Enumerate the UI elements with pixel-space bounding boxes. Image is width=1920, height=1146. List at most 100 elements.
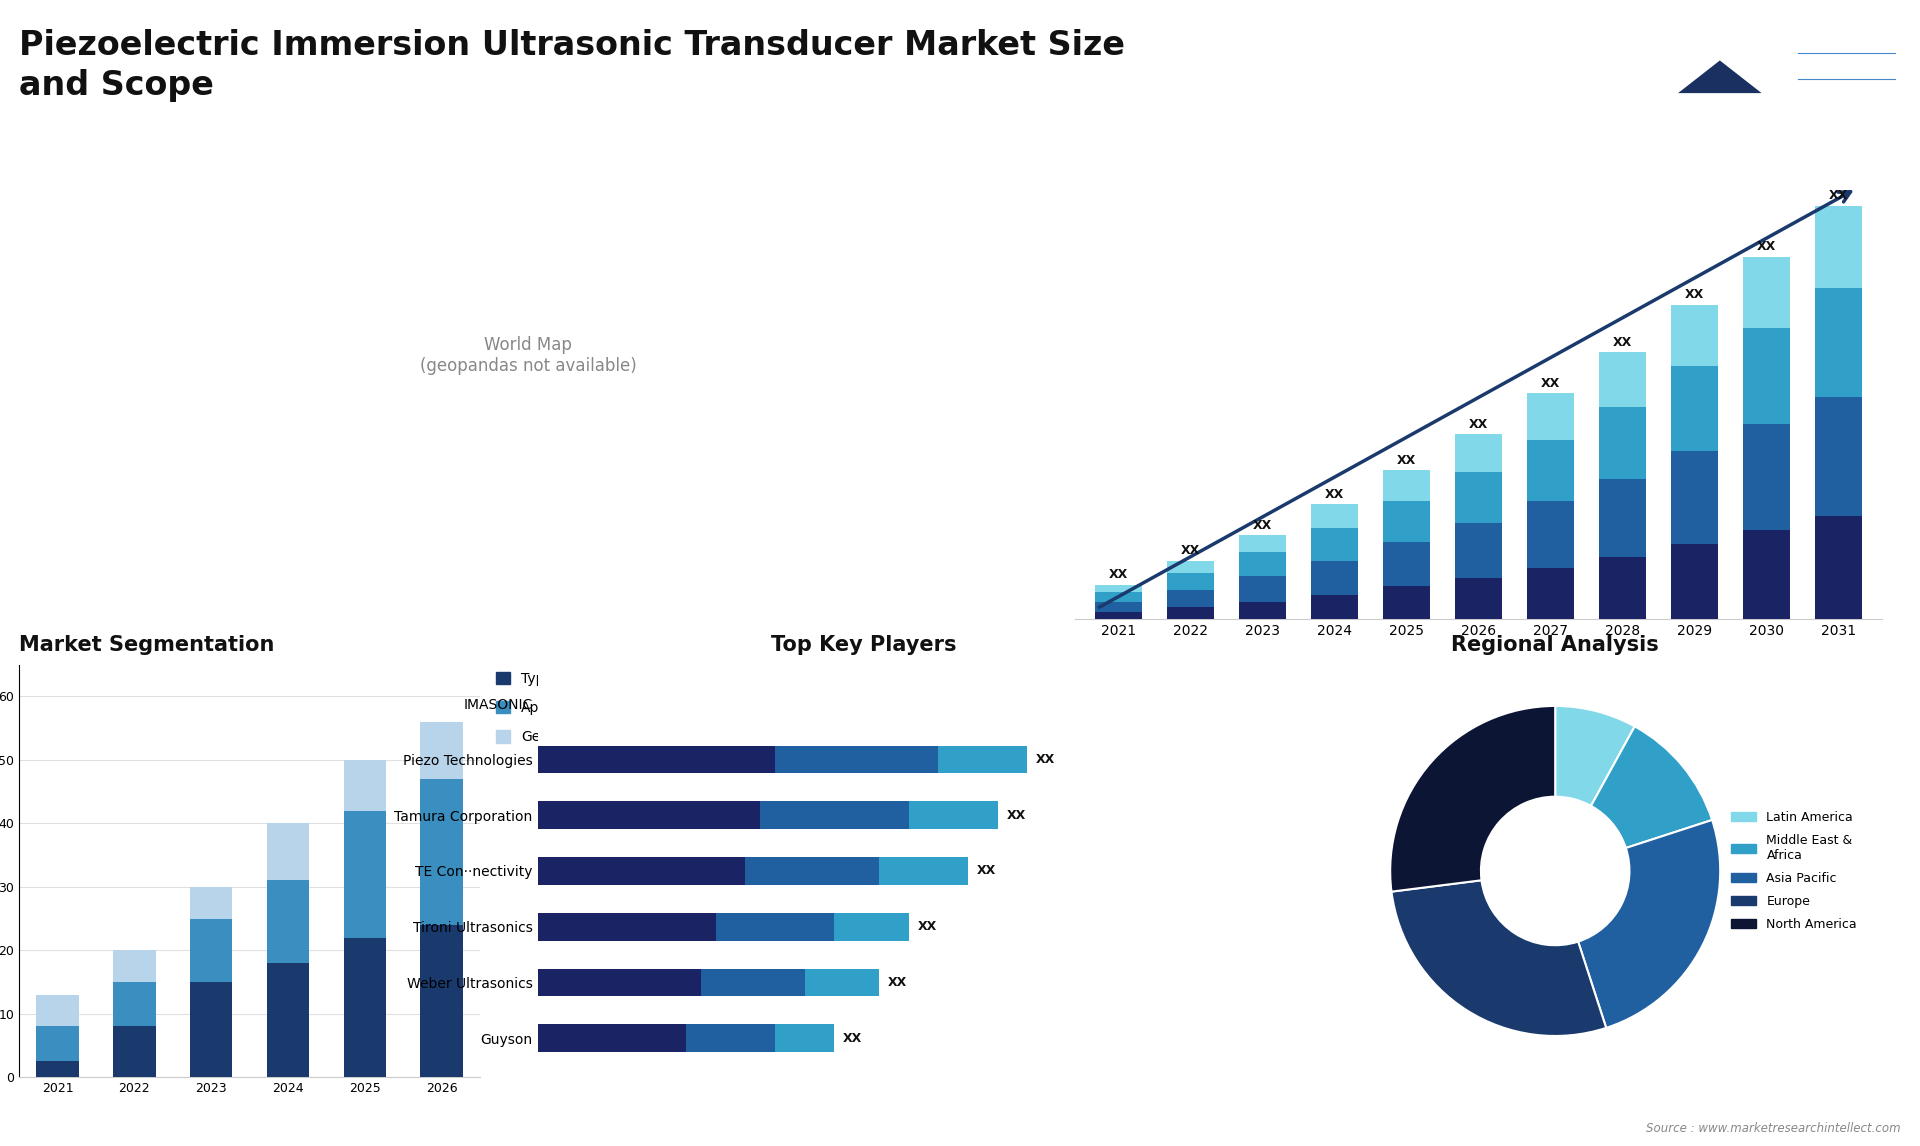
Text: Piezoelectric Immersion Ultrasonic Transducer Market Size
and Scope: Piezoelectric Immersion Ultrasonic Trans… — [19, 29, 1125, 102]
Bar — [1382, 542, 1430, 587]
Bar — [1238, 535, 1286, 552]
Text: XX: XX — [977, 864, 996, 878]
Bar — [760, 801, 908, 830]
Bar — [1382, 470, 1430, 501]
Bar — [1599, 353, 1645, 407]
Bar — [190, 919, 232, 982]
Bar — [1167, 590, 1213, 607]
Text: XX: XX — [1469, 418, 1488, 431]
Bar — [804, 968, 879, 996]
Text: XX: XX — [1108, 568, 1129, 581]
Bar — [113, 950, 156, 982]
Text: XX: XX — [1613, 336, 1632, 350]
Legend: Type, Application, Geography: Type, Application, Geography — [495, 672, 599, 744]
Bar — [1670, 452, 1718, 543]
Wedge shape — [1578, 821, 1720, 1028]
Bar — [1382, 587, 1430, 619]
Bar — [36, 995, 79, 1027]
Bar — [1455, 472, 1501, 524]
Bar — [1382, 501, 1430, 542]
Text: XX: XX — [1828, 189, 1849, 202]
Bar — [113, 982, 156, 1027]
Bar — [1526, 393, 1574, 440]
Bar — [36, 1027, 79, 1061]
Bar — [1311, 504, 1357, 528]
Text: World Map
(geopandas not available): World Map (geopandas not available) — [420, 336, 636, 375]
Bar — [267, 880, 309, 963]
Bar — [879, 857, 968, 885]
Bar — [908, 801, 998, 830]
Bar — [113, 1027, 156, 1077]
Bar — [1238, 602, 1286, 619]
Text: XX: XX — [1325, 488, 1344, 501]
Bar — [716, 912, 835, 941]
Text: XX: XX — [887, 976, 906, 989]
Bar — [1311, 595, 1357, 619]
Bar — [1743, 257, 1789, 329]
Bar — [538, 1025, 685, 1052]
Bar — [538, 912, 716, 941]
Bar — [1743, 329, 1789, 424]
Text: XX: XX — [1396, 454, 1417, 466]
Bar — [701, 968, 804, 996]
Bar — [538, 968, 701, 996]
Bar — [1814, 205, 1862, 288]
Bar — [1094, 591, 1142, 602]
Text: XX: XX — [1037, 753, 1056, 766]
Bar — [776, 746, 939, 774]
Text: XX: XX — [1252, 519, 1273, 532]
Bar — [1526, 501, 1574, 567]
Bar — [344, 937, 386, 1077]
Bar — [1743, 424, 1789, 531]
Bar — [1094, 602, 1142, 612]
Text: INTELLECT: INTELLECT — [1803, 88, 1862, 99]
Bar — [1167, 560, 1213, 573]
Bar — [538, 801, 760, 830]
Bar — [1094, 584, 1142, 591]
Text: Market Segmentation: Market Segmentation — [19, 635, 275, 654]
Bar — [344, 760, 386, 810]
Wedge shape — [1592, 727, 1713, 848]
Bar — [1455, 524, 1501, 578]
Bar — [420, 925, 463, 1077]
Bar — [1311, 560, 1357, 595]
Bar — [538, 857, 745, 885]
Bar — [1455, 434, 1501, 472]
Bar — [939, 746, 1027, 774]
Bar — [1238, 552, 1286, 576]
Bar — [1814, 517, 1862, 619]
Polygon shape — [1649, 28, 1789, 104]
Wedge shape — [1555, 706, 1634, 806]
Bar — [538, 746, 776, 774]
Bar — [1814, 288, 1862, 397]
Text: MARKET: MARKET — [1803, 33, 1849, 44]
Bar — [1743, 531, 1789, 619]
Title: Regional Analysis: Regional Analysis — [1452, 635, 1659, 654]
Text: XX: XX — [1540, 377, 1561, 390]
Wedge shape — [1390, 706, 1555, 892]
Bar — [1670, 543, 1718, 619]
Bar — [1238, 576, 1286, 602]
Bar — [685, 1025, 776, 1052]
Bar — [420, 722, 463, 779]
Bar — [745, 857, 879, 885]
Bar — [267, 823, 309, 880]
Bar — [1094, 612, 1142, 619]
Bar — [267, 963, 309, 1077]
Text: RESEARCH: RESEARCH — [1803, 61, 1862, 71]
Text: XX: XX — [918, 920, 937, 933]
Bar — [1526, 440, 1574, 501]
Bar — [1167, 573, 1213, 590]
Bar — [1814, 397, 1862, 517]
Bar — [420, 779, 463, 925]
Bar — [1599, 407, 1645, 479]
Bar — [190, 982, 232, 1077]
Text: Source : www.marketresearchintellect.com: Source : www.marketresearchintellect.com — [1645, 1122, 1901, 1135]
Bar — [1599, 479, 1645, 557]
Text: XX: XX — [1181, 544, 1200, 557]
Text: XX: XX — [1684, 288, 1705, 301]
Text: XX: XX — [1757, 241, 1776, 253]
Bar — [1455, 578, 1501, 619]
Bar — [1526, 567, 1574, 619]
Polygon shape — [1678, 61, 1763, 93]
